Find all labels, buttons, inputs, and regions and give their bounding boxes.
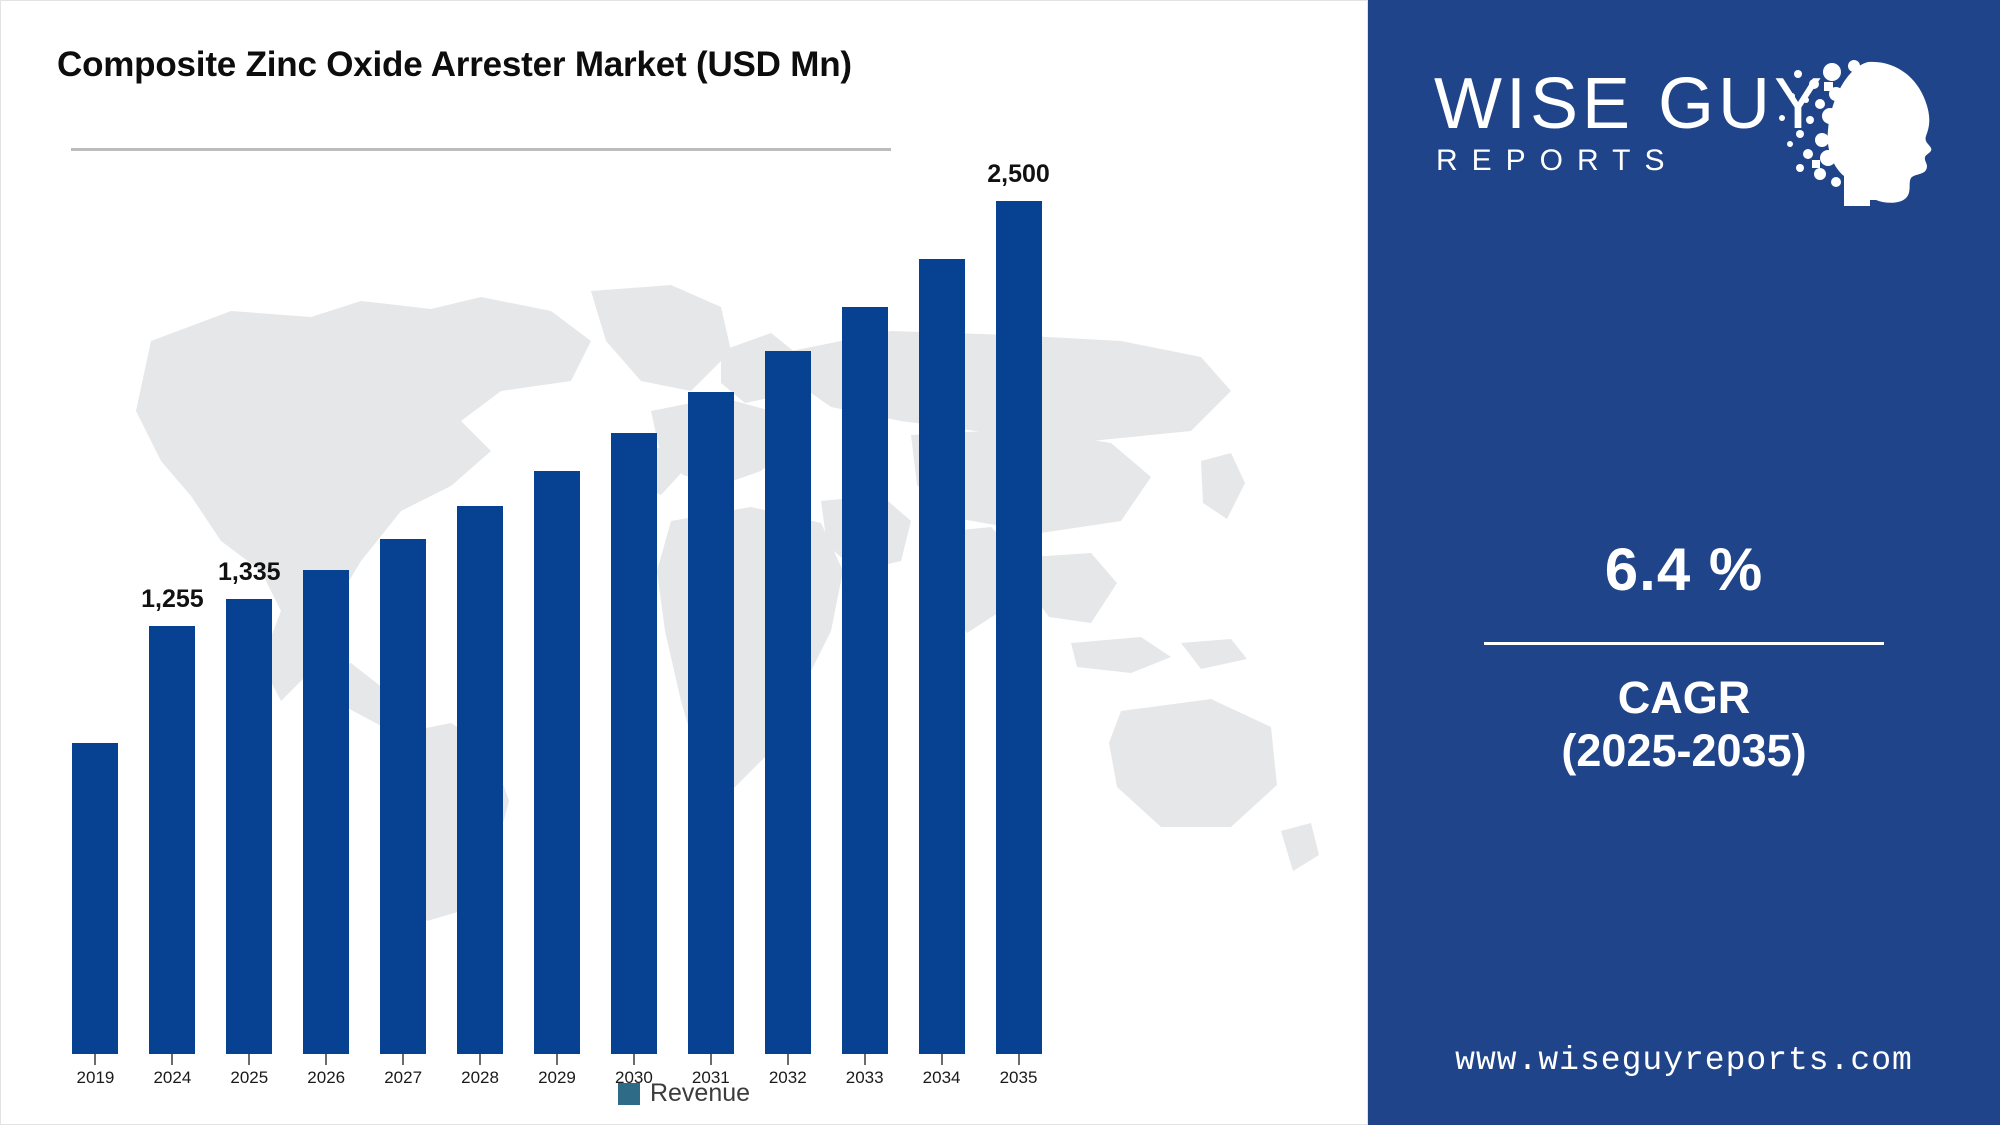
bar-slot: 1,335 2025	[211, 201, 288, 1088]
axis-tick	[709, 1054, 712, 1065]
bar-slot: 2030	[595, 201, 672, 1087]
x-axis-label: 2031	[691, 1068, 730, 1087]
cagr-caption: CAGR (2025-2035)	[1368, 671, 2000, 777]
bar-value-label: 2,500	[987, 160, 1050, 188]
bar-value-label: 1,335	[218, 557, 281, 586]
bar[interactable]	[995, 201, 1042, 1054]
title-divider	[71, 148, 891, 151]
bar[interactable]	[687, 392, 734, 1054]
brand-panel: WISE GUY REPORTS	[1368, 0, 2000, 1125]
x-axis-label: 2025	[230, 1068, 269, 1087]
x-axis-label: 2035	[999, 1068, 1038, 1087]
axis-tick	[325, 1054, 328, 1065]
bar-slot: 2,500 2035	[980, 160, 1057, 1087]
axis-tick	[1017, 1054, 1020, 1065]
bar-slot: 2031	[672, 201, 749, 1087]
x-axis-label: 2027	[384, 1068, 423, 1087]
bar[interactable]	[457, 506, 504, 1054]
bar[interactable]	[226, 598, 273, 1054]
bar-slot: 2034	[903, 201, 980, 1087]
bar-slot: 2026	[288, 201, 365, 1087]
bar[interactable]	[918, 259, 965, 1054]
axis-tick	[248, 1054, 251, 1065]
x-axis-label: 2033	[845, 1068, 884, 1087]
x-axis-label: 2034	[922, 1068, 961, 1087]
axis-tick	[171, 1054, 174, 1065]
cagr-caption-line2: (2025-2035)	[1561, 725, 1807, 777]
bar-series-revenue: 2019 1,255 2024 1,335 2025 2026 2027 2028 2029 20…	[57, 160, 1057, 1088]
axis-tick	[632, 1054, 635, 1065]
axis-tick	[786, 1054, 789, 1065]
bar[interactable]	[764, 351, 811, 1054]
logo-wordmark: WISE GUY	[1434, 64, 1827, 144]
bar[interactable]	[72, 742, 119, 1054]
chart-legend: Revenue	[1, 1079, 1367, 1108]
bar-value-label: 1,255	[141, 584, 204, 613]
bar-slot: 2027	[365, 201, 442, 1087]
bar-slot: 2033	[826, 201, 903, 1087]
website-url: www.wiseguyreports.com	[1455, 1042, 1913, 1079]
bar[interactable]	[841, 306, 888, 1054]
chart-panel: Composite Zinc Oxide Arrester Market (US…	[0, 0, 1368, 1125]
brand-logo: WISE GUY REPORTS	[1368, 60, 2000, 206]
x-axis-label: 2032	[768, 1068, 807, 1087]
axis-tick	[402, 1054, 405, 1065]
axis-tick	[940, 1054, 943, 1065]
bar[interactable]	[533, 470, 580, 1054]
axis-tick	[479, 1054, 482, 1065]
x-axis-label: 2030	[614, 1068, 653, 1087]
legend-swatch-revenue	[617, 1082, 640, 1105]
axis-tick	[94, 1054, 97, 1065]
x-axis-label: 2029	[538, 1068, 576, 1087]
logo-subtext: REPORTS	[1436, 144, 1679, 177]
dotted-head-profile-icon	[1736, 56, 1946, 206]
bar-slot: 2032	[749, 201, 826, 1087]
x-axis-label: 2024	[153, 1068, 192, 1087]
plot-area: 2019 1,255 2024 1,335 2025 2026 2027 2028 2029 20…	[1, 1, 1367, 1124]
axis-tick	[863, 1054, 866, 1065]
page-title: Composite Zinc Oxide Arrester Market (US…	[57, 45, 852, 84]
cagr-block: 6.4 % CAGR (2025-2035)	[1368, 540, 2000, 777]
cagr-caption-line1: CAGR	[1617, 672, 1751, 723]
bar[interactable]	[303, 569, 350, 1054]
bar-slot: 1,255 2024	[134, 201, 211, 1087]
cagr-value: 6.4 %	[1604, 536, 1764, 603]
bar-slot: 2028	[442, 201, 519, 1087]
bar-slot: 2029	[519, 201, 596, 1087]
x-axis-label: 2026	[307, 1068, 346, 1087]
bar[interactable]	[610, 433, 657, 1054]
bar[interactable]	[380, 538, 427, 1054]
bar-slot: 2019	[57, 201, 134, 1087]
legend-label-revenue: Revenue	[649, 1079, 751, 1107]
cagr-divider	[1484, 642, 1884, 645]
axis-tick	[555, 1054, 558, 1065]
x-axis-label: 2019	[76, 1068, 115, 1087]
x-axis-label: 2028	[461, 1068, 499, 1087]
bar[interactable]	[149, 625, 196, 1054]
